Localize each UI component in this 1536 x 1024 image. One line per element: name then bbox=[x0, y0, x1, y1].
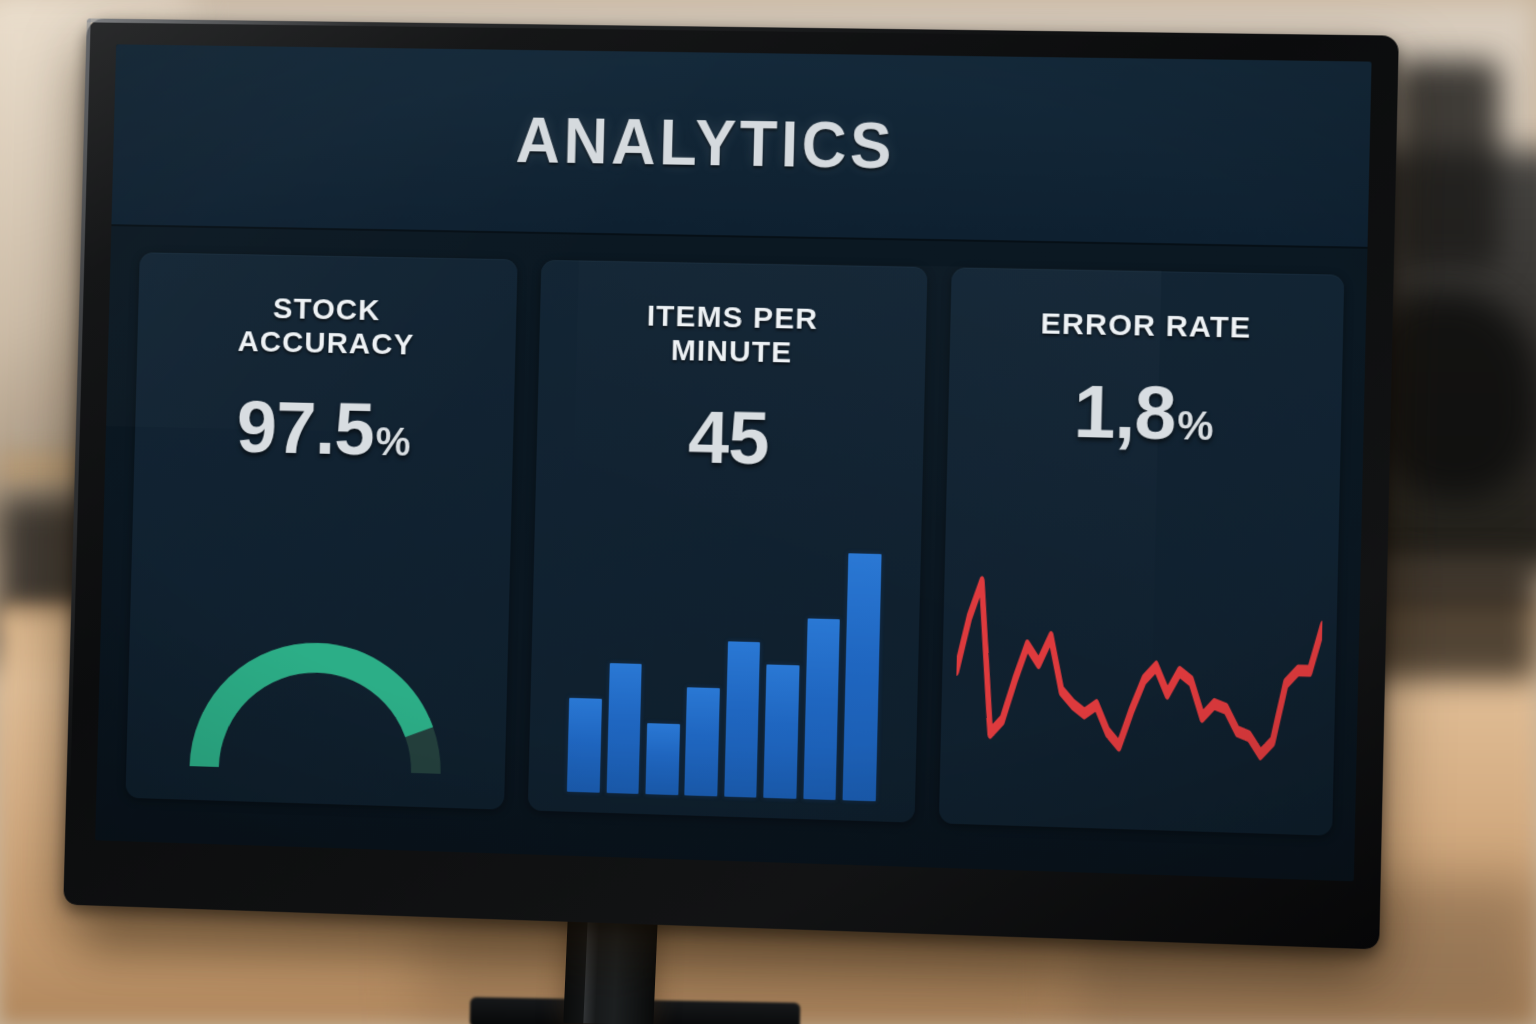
card-title-error-rate: ERROR RATE bbox=[1040, 307, 1251, 345]
line-chart bbox=[953, 536, 1324, 817]
bar-5 bbox=[724, 641, 761, 798]
bar-1 bbox=[567, 698, 602, 793]
kpi-card-items-per-minute[interactable]: ITEMS PER MINUTE 45 bbox=[528, 259, 928, 823]
kpi-card-row: STOCK ACCURACY 97.5% bbox=[95, 226, 1368, 882]
page-title: ANALYTICS bbox=[515, 105, 896, 183]
card-viz-line bbox=[953, 451, 1326, 817]
gauge-svg bbox=[183, 627, 452, 784]
bar-2 bbox=[606, 662, 643, 794]
bar-chart bbox=[567, 546, 882, 803]
dashboard-header: ANALYTICS bbox=[111, 44, 1372, 249]
value-unit: % bbox=[1176, 403, 1215, 450]
sparkline-svg bbox=[953, 536, 1324, 807]
monitor-screen: ANALYTICS STOCK ACCURACY 97.5% bbox=[95, 44, 1372, 882]
sparkline-path bbox=[954, 582, 1323, 757]
card-viz-gauge bbox=[139, 466, 498, 791]
card-viz-bars bbox=[542, 476, 908, 804]
card-title-line2: MINUTE bbox=[670, 333, 793, 370]
value-unit: % bbox=[374, 420, 412, 465]
card-value-error-rate: 1,8% bbox=[1073, 368, 1215, 457]
gauge-value-arc bbox=[204, 655, 428, 774]
card-title-stock-accuracy: STOCK ACCURACY bbox=[237, 292, 415, 363]
bar-7 bbox=[802, 618, 840, 801]
bar-3 bbox=[645, 722, 680, 796]
bar-8 bbox=[842, 553, 882, 802]
card-value-stock-accuracy: 97.5% bbox=[236, 384, 412, 472]
card-title-line1: ITEMS PER bbox=[646, 299, 819, 336]
card-title-items-per-minute: ITEMS PER MINUTE bbox=[646, 299, 819, 371]
bar-4 bbox=[684, 686, 720, 797]
gauge-chart bbox=[139, 626, 494, 791]
card-title-line1: ERROR RATE bbox=[1040, 307, 1252, 345]
kpi-card-error-rate[interactable]: ERROR RATE 1,8% bbox=[938, 267, 1345, 836]
computer-monitor: ANALYTICS STOCK ACCURACY 97.5% bbox=[63, 18, 1399, 950]
value-number: 1,8 bbox=[1073, 369, 1177, 456]
analytics-dashboard: ANALYTICS STOCK ACCURACY 97.5% bbox=[95, 44, 1372, 882]
card-title-line2: ACCURACY bbox=[237, 325, 415, 362]
kpi-card-stock-accuracy[interactable]: STOCK ACCURACY 97.5% bbox=[125, 252, 519, 810]
card-value-items-per-minute: 45 bbox=[687, 394, 771, 481]
bar-6 bbox=[763, 664, 800, 799]
value-number: 45 bbox=[687, 395, 770, 480]
card-title-line1: STOCK bbox=[272, 292, 381, 328]
value-number: 97.5 bbox=[235, 385, 375, 471]
background-object-top-right bbox=[1395, 60, 1500, 270]
